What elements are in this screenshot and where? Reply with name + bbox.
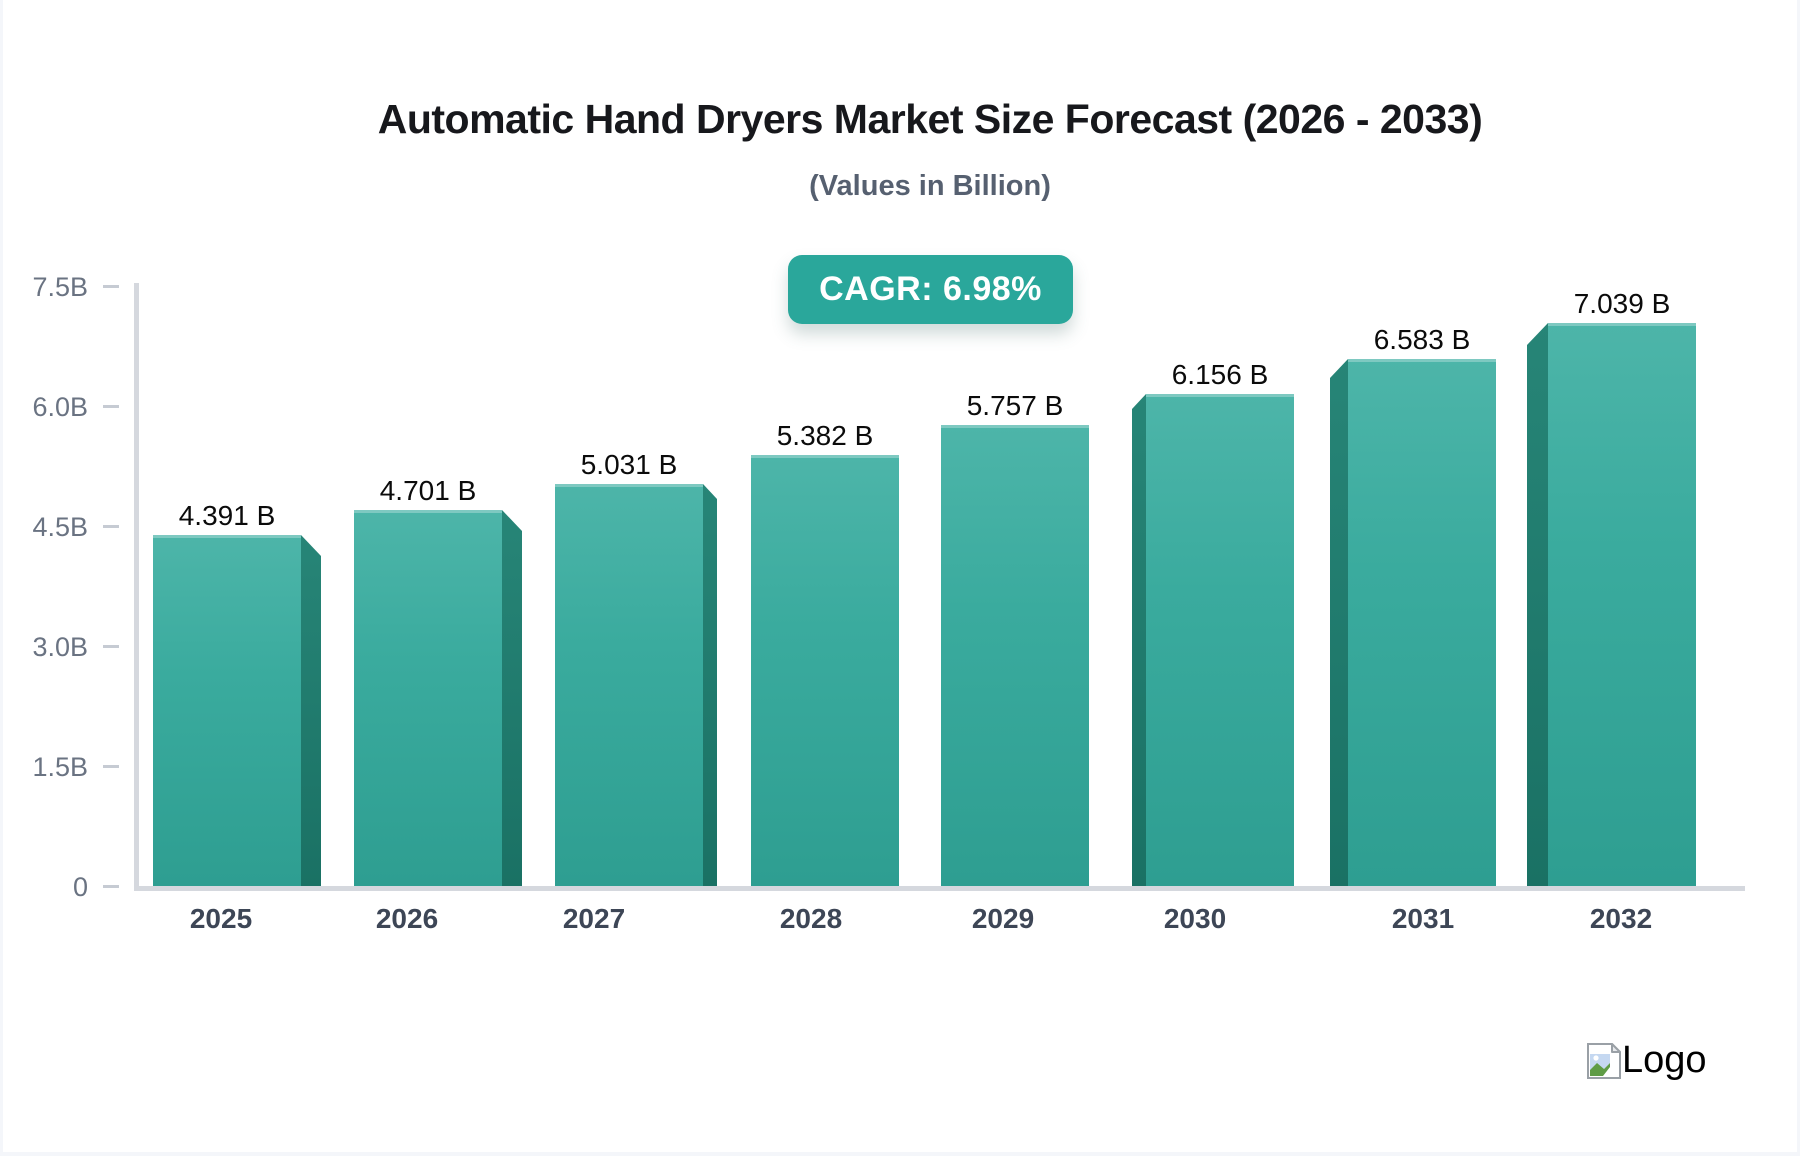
x-axis-label-2029: 2029 bbox=[971, 903, 1035, 934]
bar-3d-side-2031 bbox=[1330, 359, 1348, 886]
x-axis-label-2031: 2031 bbox=[1391, 903, 1455, 934]
y-axis-tick-label: 3.0B bbox=[32, 632, 88, 662]
bar-3d-side-2025 bbox=[301, 535, 321, 886]
x-axis-label-2028: 2028 bbox=[779, 903, 843, 934]
y-axis-tick-label: 4.5B bbox=[32, 512, 88, 542]
x-axis-label-2027: 2027 bbox=[562, 903, 626, 934]
x-axis-label-2026: 2026 bbox=[375, 903, 439, 934]
y-axis-tick-mark bbox=[103, 405, 119, 408]
bar-value-label-2026: 4.701 B bbox=[379, 475, 477, 506]
logo-watermark: Logo bbox=[1587, 1039, 1707, 1082]
bar-value-label-2027: 5.031 B bbox=[580, 449, 678, 480]
bar-2029 bbox=[941, 425, 1089, 886]
bar-3d-side-2032 bbox=[1527, 323, 1548, 886]
y-axis-tick-label: 1.5B bbox=[32, 752, 88, 782]
bar-2027 bbox=[555, 484, 703, 886]
bar-value-label-2032: 7.039 B bbox=[1573, 288, 1671, 319]
y-axis-tick-label: 7.5B bbox=[32, 272, 88, 302]
y-axis-line bbox=[134, 283, 139, 891]
bar-2026 bbox=[354, 510, 502, 886]
x-axis-line bbox=[134, 886, 1745, 891]
bar-3d-side-2026 bbox=[502, 510, 522, 886]
broken-image-icon bbox=[1587, 1042, 1621, 1079]
y-axis-tick-mark bbox=[103, 285, 119, 288]
y-axis-tick-label: 0 bbox=[72, 872, 88, 902]
bar-value-label-2030: 6.156 B bbox=[1171, 359, 1269, 390]
y-axis-tick-label: 6.0B bbox=[32, 392, 88, 422]
bar-2032 bbox=[1548, 323, 1696, 886]
y-axis-tick-mark bbox=[103, 765, 119, 768]
chart-subtitle: (Values in Billion) bbox=[809, 170, 1051, 202]
logo-alt-text: Logo bbox=[1622, 1039, 1707, 1081]
y-axis-tick-mark bbox=[103, 525, 119, 528]
chart-title: Automatic Hand Dryers Market Size Foreca… bbox=[377, 96, 1483, 142]
bar-2030 bbox=[1146, 394, 1294, 886]
bar-value-label-2028: 5.382 B bbox=[776, 420, 874, 451]
bar-value-label-2025: 4.391 B bbox=[178, 500, 276, 531]
x-axis-label-2032: 2032 bbox=[1589, 903, 1653, 934]
bar-3d-side-2030 bbox=[1132, 394, 1146, 886]
bar-2028 bbox=[751, 455, 899, 886]
cagr-badge: CAGR: 6.98% bbox=[788, 255, 1073, 324]
bar-value-label-2029: 5.757 B bbox=[966, 390, 1064, 421]
x-axis-label-2030: 2030 bbox=[1163, 903, 1227, 934]
y-axis-tick-mark bbox=[103, 645, 119, 648]
cagr-badge-label: CAGR: 6.98% bbox=[819, 270, 1042, 308]
y-axis-tick-mark bbox=[103, 885, 119, 888]
bar-2025 bbox=[153, 535, 301, 886]
bar-value-label-2031: 6.583 B bbox=[1373, 324, 1471, 355]
x-axis-label-2025: 2025 bbox=[189, 903, 253, 934]
bar-2031 bbox=[1348, 359, 1496, 886]
bar-3d-side-2027 bbox=[703, 484, 717, 886]
